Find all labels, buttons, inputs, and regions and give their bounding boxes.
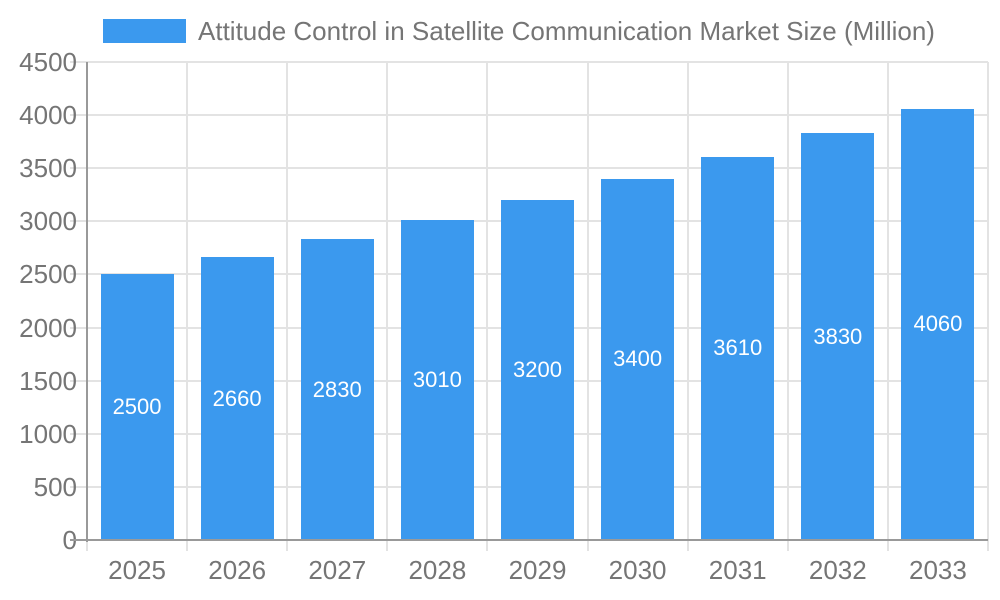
y-axis-tick-label: 2000	[19, 312, 77, 343]
bar-value-label: 3610	[713, 335, 763, 361]
x-axis-tick	[86, 540, 88, 551]
y-axis-tick	[70, 379, 87, 382]
x-axis-tick	[586, 540, 589, 551]
legend-swatch	[103, 19, 186, 43]
x-gridline	[786, 62, 789, 540]
x-gridline	[386, 62, 389, 540]
x-axis-tick-label: 2030	[608, 555, 667, 585]
bar	[801, 133, 875, 540]
y-axis-tick	[70, 220, 87, 223]
y-axis-tick	[70, 326, 87, 329]
x-axis-tick-label: 2025	[108, 555, 166, 585]
x-axis-tick-label: 2032	[808, 555, 867, 585]
y-axis-tick-label: 3000	[19, 206, 77, 237]
x-axis-tick	[886, 540, 889, 551]
x-axis-tick-label: 2027	[308, 555, 367, 585]
y-axis-tick	[70, 432, 87, 435]
x-axis-tick-label: 2033	[909, 555, 967, 585]
bar-value-label: 2500	[112, 394, 162, 420]
x-axis-tick	[786, 540, 789, 551]
bar	[200, 257, 274, 540]
y-axis-tick-label: 4000	[19, 100, 77, 131]
bar	[300, 239, 374, 540]
y-axis-tick	[70, 167, 87, 170]
x-axis-tick	[486, 540, 489, 551]
bar	[701, 156, 775, 540]
y-axis-line	[86, 62, 88, 542]
x-gridline	[686, 62, 689, 540]
bar-value-label: 3400	[613, 346, 663, 372]
bar	[901, 108, 975, 540]
y-axis-tick-label: 4500	[19, 47, 77, 77]
bar-value-label: 3830	[813, 323, 863, 349]
x-axis-tick	[987, 540, 989, 551]
x-axis-tick-label: 2029	[508, 555, 567, 585]
x-gridline	[886, 62, 889, 540]
y-axis-tick-label: 500	[33, 471, 77, 502]
bar-value-label: 2660	[212, 385, 262, 411]
y-axis-tick-label: 3500	[19, 153, 77, 184]
legend-label: Attitude Control in Satellite Communicat…	[198, 15, 935, 46]
x-gridline	[186, 62, 189, 540]
x-axis-line	[70, 539, 988, 541]
bar-value-label: 2830	[312, 376, 362, 402]
bar	[501, 200, 574, 540]
bar-value-label: 4060	[913, 311, 963, 337]
y-axis-tick-label: 1500	[19, 365, 77, 396]
y-gridline	[87, 114, 988, 117]
y-axis-tick	[70, 485, 87, 488]
x-axis-tick-label: 2031	[708, 555, 767, 585]
bar	[100, 274, 174, 540]
legend: Attitude Control in Satellite Communicat…	[103, 16, 935, 46]
y-axis-tick	[70, 114, 87, 117]
x-axis-tick	[686, 540, 689, 551]
y-gridline	[87, 61, 988, 63]
x-gridline	[586, 62, 589, 540]
plot-right-border	[987, 62, 989, 540]
x-axis-tick	[386, 540, 389, 551]
bar-value-label: 3200	[513, 357, 562, 383]
bar-value-label: 3010	[412, 367, 462, 393]
y-axis-tick	[70, 61, 87, 63]
bar	[601, 178, 675, 540]
x-axis-tick-label: 2028	[408, 555, 467, 585]
y-axis-tick	[70, 273, 87, 276]
bar	[400, 220, 474, 540]
y-axis-tick-label: 1000	[19, 418, 77, 449]
x-axis-tick	[286, 540, 289, 551]
y-axis-tick-label: 2500	[19, 259, 77, 290]
y-axis-tick-label: 0	[0, 527, 77, 553]
x-gridline	[486, 62, 489, 540]
x-axis-tick	[186, 540, 189, 551]
y-gridline	[87, 167, 988, 170]
x-gridline	[286, 62, 289, 540]
x-axis-tick-label: 2026	[208, 555, 267, 585]
